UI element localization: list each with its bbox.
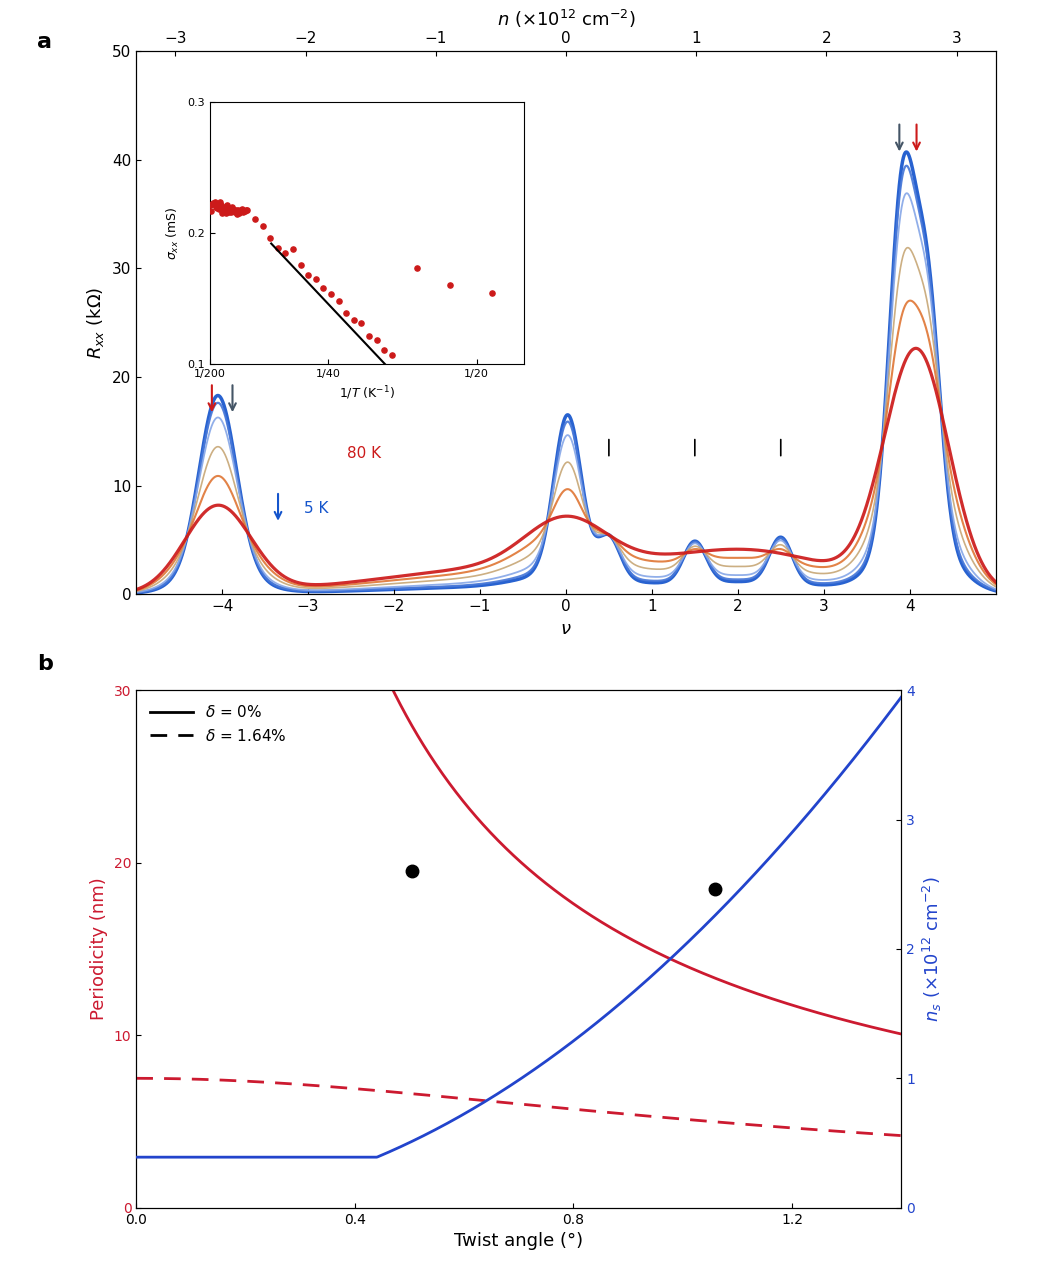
Point xyxy=(228,203,245,224)
Point xyxy=(353,313,370,334)
Point xyxy=(595,291,612,312)
Point xyxy=(208,197,224,217)
Point xyxy=(233,201,249,221)
Point xyxy=(628,314,645,335)
Point xyxy=(231,203,247,224)
Point xyxy=(368,330,385,350)
Point xyxy=(409,258,425,279)
Text: a: a xyxy=(37,32,51,52)
Point xyxy=(315,277,332,298)
Point xyxy=(220,202,237,222)
Point xyxy=(230,201,246,221)
Point xyxy=(238,199,255,220)
Point xyxy=(201,194,218,215)
Point xyxy=(211,198,227,219)
Point xyxy=(236,201,253,221)
Point xyxy=(277,243,293,263)
Point xyxy=(441,275,458,295)
X-axis label: $\nu$: $\nu$ xyxy=(560,620,572,638)
Point xyxy=(235,202,252,222)
Point xyxy=(209,198,225,219)
Point xyxy=(384,345,400,366)
Point xyxy=(292,254,309,275)
Text: b: b xyxy=(37,654,52,675)
Point xyxy=(215,198,232,219)
X-axis label: $1/T$ (K$^{-1}$): $1/T$ (K$^{-1}$) xyxy=(339,385,395,403)
Point xyxy=(255,216,271,236)
Y-axis label: $R_{xx}$ (k$\Omega$): $R_{xx}$ (k$\Omega$) xyxy=(86,286,107,359)
Text: 5 K: 5 K xyxy=(304,501,328,516)
Point xyxy=(484,282,501,303)
Point xyxy=(204,193,221,213)
Y-axis label: $\sigma_{xx}$ (mS): $\sigma_{xx}$ (mS) xyxy=(166,207,181,259)
Point xyxy=(203,194,220,215)
Point xyxy=(222,202,239,222)
Legend: $\delta$ = 0%, $\delta$ = 1.64%: $\delta$ = 0%, $\delta$ = 1.64% xyxy=(144,698,292,750)
Point xyxy=(218,196,235,216)
Point xyxy=(285,239,302,259)
Point xyxy=(213,194,230,215)
Point xyxy=(226,202,243,222)
Point xyxy=(269,238,286,258)
Point xyxy=(217,203,234,224)
Point xyxy=(300,265,316,285)
Point xyxy=(205,193,222,213)
Point xyxy=(214,202,231,222)
Text: 80 K: 80 K xyxy=(347,446,380,461)
Point xyxy=(212,192,228,212)
Point xyxy=(337,303,354,323)
Point xyxy=(239,199,256,220)
Point xyxy=(210,197,226,217)
Point xyxy=(711,312,727,332)
Point xyxy=(542,299,559,320)
Y-axis label: $n_s$ ($\times10^{12}$ cm$^{-2}$): $n_s$ ($\times10^{12}$ cm$^{-2}$) xyxy=(920,875,943,1022)
Point xyxy=(361,326,377,346)
Point xyxy=(227,199,244,220)
Point xyxy=(346,311,363,331)
Y-axis label: Periodicity (nm): Periodicity (nm) xyxy=(90,878,108,1020)
Point xyxy=(223,197,240,217)
Point xyxy=(219,199,236,220)
X-axis label: Twist angle (°): Twist angle (°) xyxy=(454,1232,584,1250)
Point xyxy=(206,192,223,212)
Point xyxy=(262,227,279,248)
Point xyxy=(202,201,219,221)
Point xyxy=(246,208,263,229)
Point xyxy=(225,201,242,221)
Point xyxy=(224,198,241,219)
X-axis label: $n$ ($\times10^{12}$ cm$^{-2}$): $n$ ($\times10^{12}$ cm$^{-2}$) xyxy=(497,8,635,29)
Point xyxy=(323,284,340,304)
Point xyxy=(307,268,324,289)
Point xyxy=(221,199,238,220)
Point xyxy=(330,291,347,312)
Point xyxy=(237,201,254,221)
Point xyxy=(376,340,393,360)
Point xyxy=(216,197,233,217)
Point xyxy=(234,198,250,219)
